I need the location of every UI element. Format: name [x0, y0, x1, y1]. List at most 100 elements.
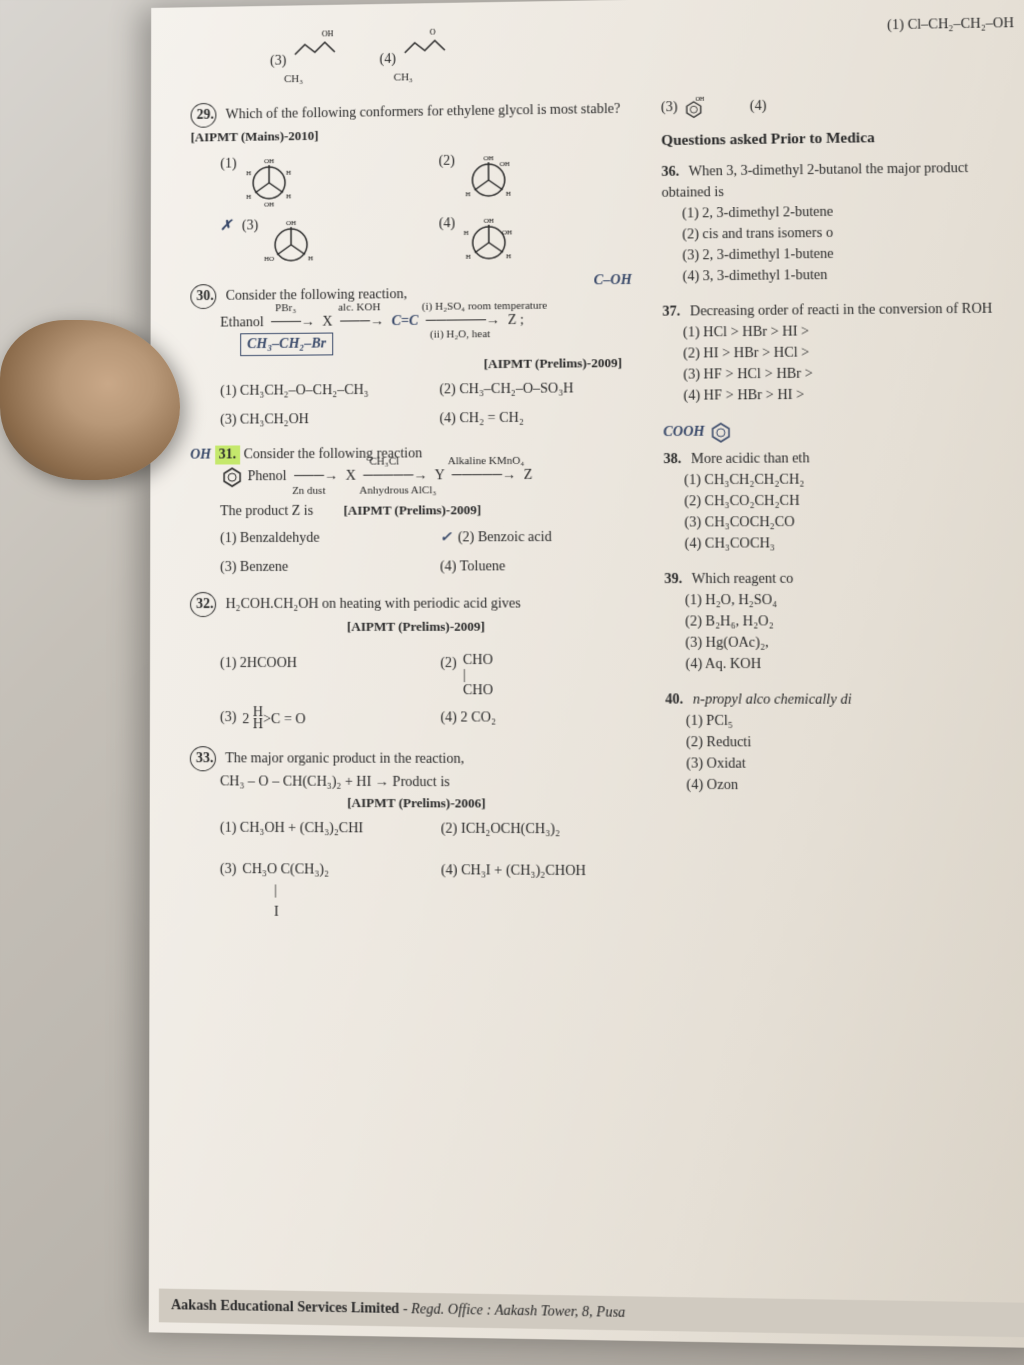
- q40-opt3: (3) Oxidat: [686, 753, 1024, 775]
- svg-text:HO: HO: [264, 254, 274, 262]
- q30-opt2: (2) CH₃–CH₂–O–SO₃H: [439, 378, 630, 400]
- question-36: 36. When 3, 3-dimethyl 2-butanol the maj…: [661, 157, 1017, 287]
- q36-text: When 3, 3-dimethyl 2-butanol the major p…: [662, 161, 969, 201]
- q33-opt1: (1) CH₃OH + (CH₃)₂CHI: [220, 818, 410, 840]
- handwriting-cooh: COOH: [663, 419, 1019, 445]
- q37-text: Decreasing order of reacti in the conver…: [690, 302, 993, 320]
- q39-opt3: (3) Hg(OAc)₂,: [685, 632, 1022, 654]
- benzene-ring-icon: [220, 465, 244, 489]
- phenol-icon: OH: [681, 95, 706, 119]
- q32-source: [AIPMT (Prelims)-2009]: [190, 616, 644, 636]
- textbook-page: (3) OH CH₃ (4) O CH₃ (1) Cl–CH₂–CH₂–OH: [149, 0, 1024, 1348]
- q29-source: [AIPMT (Mains)-2010]: [191, 127, 319, 144]
- handwriting-box: CH₃–CH₂–Br: [240, 332, 333, 356]
- q30-source: [AIPMT (Prelims)-2009]: [190, 353, 622, 376]
- q37-opt2: (2) HI > HBr > HCl >: [683, 341, 1018, 365]
- q38-opt2: (2) CH₃CO₂CH₂CH: [684, 490, 1020, 513]
- q33-text: The major organic product in the reactio…: [225, 751, 464, 767]
- svg-text:OH: OH: [264, 157, 274, 165]
- struct-icon: OH: [290, 24, 340, 64]
- svg-text:OH: OH: [286, 218, 296, 226]
- q29-opt3: ✗ (3) OH HO H: [220, 213, 409, 269]
- right-top-opts: (3) OH (4): [661, 91, 1015, 120]
- q29-text: Which of the following conformers for et…: [226, 101, 621, 121]
- svg-text:O: O: [429, 28, 435, 37]
- qnum-32: 32.: [190, 592, 216, 617]
- svg-text:H: H: [286, 168, 291, 176]
- question-33: 33. The major organic product in the rea…: [190, 746, 647, 926]
- q30-opt3: (3) CH₃CH₂OH: [220, 409, 409, 431]
- qnum-39: 39.: [664, 569, 682, 590]
- q38-opt1: (1) CH₃CH₂CH₂CH₂: [684, 468, 1020, 491]
- newman-icon: OH H H H H OH: [243, 152, 298, 207]
- q31-product-label: The product Z is: [220, 501, 313, 522]
- q32-opt4: (4) 2 CO₂: [440, 707, 632, 733]
- q29-opt1: (1) OH H H H H: [220, 151, 408, 208]
- q39-opt2: (2) B₂H₆, H₂O₂: [685, 611, 1022, 633]
- question-31: OH 31. Consider the following reaction P…: [190, 442, 644, 578]
- footer-company: Aakash Educational Services Limited: [171, 1298, 399, 1317]
- q31-opt2: ✓ (2) Benzoic acid: [440, 527, 632, 549]
- q31-opt4: (4) Toluene: [440, 556, 632, 578]
- q37-opt1: (1) HCl > HBr > HI >: [683, 320, 1018, 344]
- q37-opt4: (4) HF > HBr > HI >: [683, 383, 1018, 406]
- q39-text: Which reagent co: [692, 572, 794, 587]
- frag-opt1-right: (1) Cl–CH₂–CH₂–OH: [887, 13, 1014, 78]
- handwriting-oh: OH: [190, 448, 211, 463]
- q33-opt2: (2) ICH₂OCH(CH₃)₂: [441, 819, 634, 841]
- footer-address: - Regd. Office : Aakash Tower, 8, Pusa: [399, 1302, 625, 1321]
- right-heading: Questions asked Prior to Medica: [661, 125, 1015, 152]
- question-39: 39. Which reagent co (1) H₂O, H₂SO₄ (2) …: [664, 568, 1022, 675]
- q31-reaction: Phenol ───→ Zn dust X CH₃Cl ─────→ Anhyd…: [220, 463, 643, 489]
- qnum-38: 38.: [663, 449, 681, 470]
- frag-opt3: (3) OH CH₃: [270, 24, 340, 87]
- svg-text:H: H: [308, 254, 313, 262]
- q33-equation: CH₃ – O – CH(CH₃)₂ + HI → Product is: [220, 771, 645, 794]
- question-38: 38. More acidic than eth (1) CH₃CH₂CH₂CH…: [663, 447, 1020, 555]
- svg-text:H: H: [463, 228, 468, 236]
- svg-text:OH: OH: [322, 29, 334, 38]
- q40-opt2: (2) Reducti: [686, 732, 1024, 754]
- q33-opt3: (3) CH₃O C(CH₃)₂ | I: [220, 859, 411, 924]
- q40-text: n-propyl alco chemically di: [693, 692, 852, 707]
- tick-icon: ✓: [440, 527, 452, 548]
- question-37: 37. Decreasing order of reacti in the co…: [662, 298, 1019, 407]
- question-32: 32. H₂COH.CH₂OH on heating with periodic…: [190, 591, 645, 733]
- q31-opt3: (3) Benzene: [220, 557, 410, 578]
- q32-text: H₂COH.CH₂OH on heating with periodic aci…: [226, 596, 521, 611]
- qnum-31: 31.: [215, 445, 240, 464]
- svg-text:H: H: [247, 169, 252, 177]
- svg-text:H: H: [465, 252, 470, 260]
- q31-source: [AIPMT (Prelims)-2009]: [343, 500, 481, 522]
- svg-text:OH: OH: [502, 228, 512, 236]
- question-40: 40. n-propyl alco chemically di (1) PCl₅…: [665, 689, 1024, 797]
- svg-text:H: H: [247, 192, 252, 200]
- q32-opt3: (3) 2 HH>C = O: [220, 707, 410, 733]
- q38-opt3: (3) CH₃COCH₂CO: [684, 511, 1020, 533]
- qnum-40: 40.: [665, 689, 683, 710]
- q37-opt3: (3) HF > HCl > HBr >: [683, 362, 1018, 386]
- qnum-30: 30.: [190, 284, 216, 309]
- q33-opt4: (4) CH₃I + (CH₃)₂CHOH: [441, 860, 634, 925]
- q40-opt1: (1) PCl₅: [686, 711, 1023, 733]
- q39-opt4: (4) Aq. KOH: [685, 654, 1022, 675]
- footer: Aakash Educational Services Limited - Re…: [159, 1289, 1024, 1338]
- q38-opt4: (4) CH₃COCH₃: [684, 532, 1020, 554]
- svg-text:OH: OH: [483, 154, 493, 162]
- q36-opt4: (4) 3, 3-dimethyl 1-buten: [682, 263, 1017, 287]
- q30-opt4: (4) CH₂ = CH₂: [439, 407, 630, 429]
- q32-opt1: (1) 2HCOOH: [220, 652, 410, 698]
- svg-text:OH: OH: [483, 216, 493, 224]
- q38-text: More acidic than eth: [691, 451, 810, 467]
- svg-text:H: H: [506, 189, 511, 197]
- svg-text:OH: OH: [695, 96, 705, 102]
- svg-text:H: H: [286, 192, 291, 200]
- qnum-29: 29.: [191, 102, 217, 127]
- q29-opt2: (2) OH OH H H: [439, 148, 630, 205]
- svg-text:OH: OH: [264, 200, 274, 207]
- q40-opt4: (4) Ozon: [686, 775, 1024, 798]
- q29-opt4: (4) OH H OH H H: [439, 211, 630, 268]
- q30-opt1: (1) CH₃CH₂–O–CH₂–CH₃: [220, 380, 409, 402]
- svg-text:H: H: [506, 252, 511, 260]
- q39-opt1: (1) H₂O, H₂SO₄: [685, 590, 1022, 612]
